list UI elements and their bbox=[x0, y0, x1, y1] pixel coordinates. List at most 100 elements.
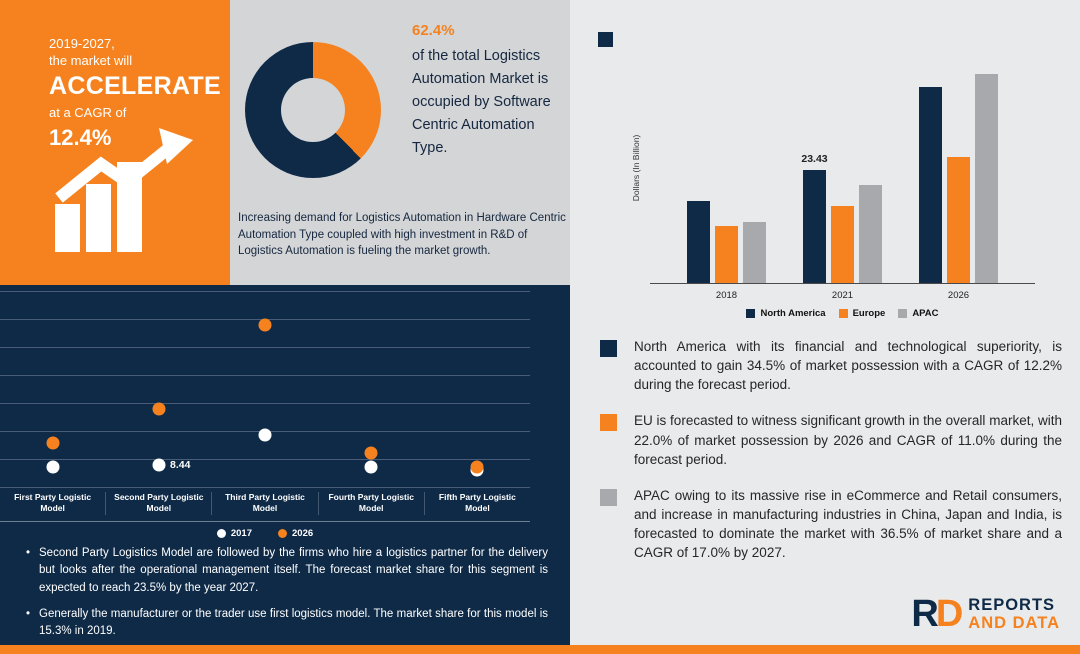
bar-Europe bbox=[715, 226, 738, 283]
donut-chart bbox=[245, 42, 381, 178]
bar-APAC bbox=[975, 73, 998, 283]
legend-swatch bbox=[838, 309, 848, 318]
bar-Europe bbox=[831, 206, 854, 283]
dotplot-column bbox=[0, 291, 106, 487]
bottom-accent-strip bbox=[0, 645, 1080, 654]
logistics-model-section: 8.44 First Party Logistic Model Second Pa… bbox=[0, 285, 570, 645]
logo-letter-d: D bbox=[935, 593, 964, 635]
bullet-text-europe: EU is forecasted to witness significant … bbox=[634, 413, 1062, 467]
dotplot-legend: 2017 2026 bbox=[0, 528, 530, 539]
legend-item-2017: 2017 bbox=[216, 528, 252, 539]
value-label: 23.43 bbox=[801, 153, 828, 166]
gridline bbox=[0, 347, 530, 348]
legend-swatch bbox=[278, 529, 287, 538]
cagr-line-text: at a CAGR of bbox=[49, 105, 127, 121]
category-label: Fourth Party Logistic Model bbox=[317, 492, 424, 515]
data-point-2017 bbox=[152, 458, 166, 472]
logo-line1: REPORTS bbox=[968, 595, 1056, 614]
market-will-text: the market will bbox=[49, 52, 133, 68]
data-point-2017 bbox=[364, 460, 378, 474]
legend-item-Europe: Europe bbox=[838, 308, 886, 319]
category-label: 2018 bbox=[715, 290, 738, 301]
growth-arrow-icon bbox=[55, 128, 193, 252]
bar-North America bbox=[687, 201, 710, 283]
bullet-item-north-america: North America with its financial and tec… bbox=[600, 337, 1062, 394]
dotplot-column bbox=[318, 291, 424, 487]
bar-North America bbox=[919, 86, 942, 283]
bullet-swatch-apac bbox=[600, 488, 617, 506]
header-text: 2019-2027, the market will ACCELERATE at… bbox=[49, 36, 221, 152]
bar-North America: 23.43 bbox=[801, 153, 828, 283]
bar-y-axis-label: Dollars (In Billion) bbox=[631, 134, 641, 202]
dotplot-column bbox=[424, 291, 530, 487]
category-label: Third Party Logistic Model bbox=[211, 492, 317, 515]
bar-APAC bbox=[859, 184, 882, 283]
legend-label: 2017 bbox=[230, 528, 252, 539]
dotplot-columns: 8.44 bbox=[0, 291, 530, 487]
legend-label: APAC bbox=[912, 308, 939, 319]
bullet-text-second-party: Second Party Logistics Model are followe… bbox=[24, 545, 548, 597]
bullet-swatch-europe bbox=[600, 414, 617, 432]
barchart-legend: North America Europe APAC bbox=[650, 308, 1035, 319]
data-point-2026 bbox=[258, 318, 272, 332]
dotplot-plot: 8.44 bbox=[0, 291, 530, 488]
donut-section: 62.4% of the total Logistics Automation … bbox=[230, 0, 570, 285]
bullet-text-apac: APAC owing to its massive rise in eComme… bbox=[634, 487, 1062, 561]
bar-Europe bbox=[947, 157, 970, 283]
right-bullet-list: North America with its financial and tec… bbox=[600, 337, 1062, 580]
bar-group-2018 bbox=[687, 52, 766, 283]
data-point-2017 bbox=[46, 460, 60, 474]
donut-headline: of the total Logistics Automation Market… bbox=[412, 48, 551, 156]
legend-item-2026: 2026 bbox=[278, 528, 313, 539]
data-point-2026 bbox=[46, 436, 60, 450]
market-growth-description: Increasing demand for Logistics Automati… bbox=[238, 212, 566, 258]
data-point-2026 bbox=[152, 402, 166, 416]
period-text: 2019-2027, bbox=[49, 36, 115, 51]
donut-caption: 62.4% of the total Logistics Automation … bbox=[412, 22, 564, 160]
logo-letter-r: R bbox=[911, 593, 939, 635]
legend-swatch bbox=[216, 529, 226, 538]
cagr-value: 12.4% bbox=[49, 124, 112, 150]
regional-section: Dollars (In Billion) 23.43 2018 2021 2026 … bbox=[570, 0, 1080, 645]
legend-item-North America: North America bbox=[746, 308, 826, 319]
category-label: Fifth Party Logistic Model bbox=[423, 492, 530, 515]
gridline bbox=[0, 403, 530, 404]
logo-monogram-icon: RD bbox=[911, 593, 964, 635]
category-label: Second Party Logistic Model bbox=[105, 492, 211, 515]
legend-swatch bbox=[746, 309, 756, 318]
legend-label: North America bbox=[760, 308, 826, 319]
gridline bbox=[0, 487, 530, 488]
bullet-text-first-party: Generally the manufacturer or the trader… bbox=[24, 606, 548, 641]
gridline bbox=[0, 459, 530, 460]
data-point-2026 bbox=[364, 446, 378, 460]
bar-APAC bbox=[743, 222, 766, 283]
gridline bbox=[0, 291, 530, 292]
header-block: 2019-2027, the market will ACCELERATE at… bbox=[0, 0, 230, 285]
data-point-2026 bbox=[470, 460, 484, 474]
left-bullet-list: Second Party Logistics Model are followe… bbox=[24, 545, 548, 649]
legend-item-APAC: APAC bbox=[898, 308, 939, 319]
legend-label: Europe bbox=[852, 308, 886, 319]
bullet-swatch-north-america bbox=[600, 340, 617, 357]
category-label: 2026 bbox=[947, 290, 970, 301]
donut-hole bbox=[281, 78, 345, 142]
decorative-square bbox=[598, 32, 613, 47]
bullet-item-europe: EU is forecasted to witness significant … bbox=[600, 411, 1062, 468]
donut-percent: 62.4% bbox=[412, 22, 455, 39]
bar-group-2021: 23.43 bbox=[801, 52, 882, 283]
legend-label: 2026 bbox=[292, 528, 314, 539]
bullet-text-north-america: North America with its financial and tec… bbox=[634, 339, 1062, 393]
category-label: First Party Logistic Model bbox=[14, 492, 92, 514]
barchart-categories: 2018 2021 2026 bbox=[650, 290, 1035, 301]
accelerate-text: ACCELERATE bbox=[49, 72, 221, 101]
dotplot-column bbox=[212, 291, 318, 487]
value-label: 8.44 bbox=[170, 458, 191, 471]
category-label: 2021 bbox=[831, 290, 854, 301]
dotplot-column: 8.44 bbox=[106, 291, 212, 487]
reports-and-data-logo: RD REPORTS AND DATA bbox=[911, 595, 1060, 633]
barchart-plot: 23.43 bbox=[650, 52, 1035, 284]
data-point-2017 bbox=[258, 428, 272, 442]
bullet-item-apac: APAC owing to its massive rise in eComme… bbox=[600, 486, 1062, 563]
logo-text: REPORTS AND DATA bbox=[968, 596, 1060, 633]
